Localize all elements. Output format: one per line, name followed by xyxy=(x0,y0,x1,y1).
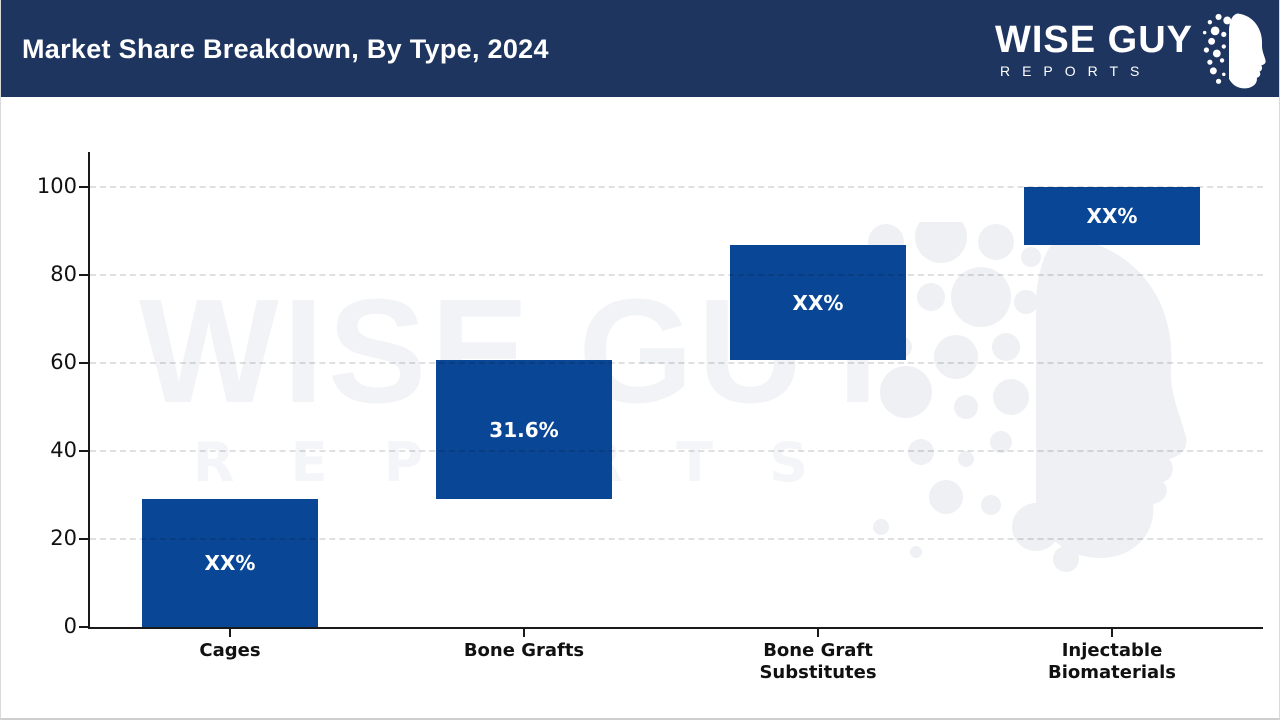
y-tick-label: 100 xyxy=(36,174,77,198)
x-tick-label-line: Cages xyxy=(199,640,261,661)
y-tick-label: 40 xyxy=(50,438,77,462)
x-tick-label: Bone Graft Substitutes xyxy=(688,640,948,684)
bar-bone-graft-substitutes: XX% xyxy=(730,245,906,361)
x-tick-label-line: Bone Grafts xyxy=(463,640,585,661)
x-tick-label-line: Injectable xyxy=(1061,640,1163,661)
x-tick xyxy=(229,629,231,637)
bar-value-label: XX% xyxy=(204,551,256,576)
gridline xyxy=(90,450,1263,452)
x-tick xyxy=(1111,629,1113,637)
watermark-head-icon xyxy=(868,222,1187,572)
y-tick-label: 0 xyxy=(63,614,77,638)
y-tick-label: 20 xyxy=(50,526,77,550)
y-tick xyxy=(79,362,88,364)
gridline xyxy=(90,538,1263,540)
y-tick xyxy=(79,450,88,452)
page-title: Market Share Breakdown, By Type, 2024 xyxy=(22,34,549,64)
bar-value-label: XX% xyxy=(1086,204,1138,229)
gridline xyxy=(90,274,1263,276)
x-tick-label-line: Bone Graft xyxy=(763,640,873,661)
logo-name: WISE GUY xyxy=(994,19,1193,61)
bar-injectable-biomaterials: XX% xyxy=(1024,187,1200,246)
x-axis-line xyxy=(88,627,1263,629)
x-tick-label: Cages xyxy=(100,640,360,662)
header-bar: Market Share Breakdown, By Type, 2024 WI… xyxy=(1,0,1279,97)
y-axis-line xyxy=(88,152,90,629)
logo-head-icon xyxy=(1202,13,1266,89)
x-tick xyxy=(523,629,525,637)
gridline xyxy=(90,186,1263,188)
y-tick xyxy=(79,538,88,540)
logo-tagline: REPORTS xyxy=(999,63,1152,79)
x-tick-label: Bone Grafts xyxy=(394,640,654,662)
x-tick xyxy=(817,629,819,637)
logo: WISE GUY REPORTS xyxy=(995,6,1269,94)
bar-cages: XX% xyxy=(142,499,318,627)
y-tick xyxy=(79,626,88,628)
x-tick-label-line: Substitutes xyxy=(759,662,877,683)
gridline xyxy=(90,362,1263,364)
bar-value-label: XX% xyxy=(792,290,844,315)
y-tick xyxy=(79,274,88,276)
y-tick-label: 80 xyxy=(50,262,77,286)
y-tick xyxy=(79,186,88,188)
x-tick-label: Injectable Biomaterials xyxy=(982,640,1242,684)
bar-bone-grafts: 31.6% xyxy=(436,360,612,500)
bar-value-label: 31.6% xyxy=(489,417,559,442)
y-tick-label: 60 xyxy=(50,350,77,374)
x-tick-label-line: Biomaterials xyxy=(1047,662,1177,683)
